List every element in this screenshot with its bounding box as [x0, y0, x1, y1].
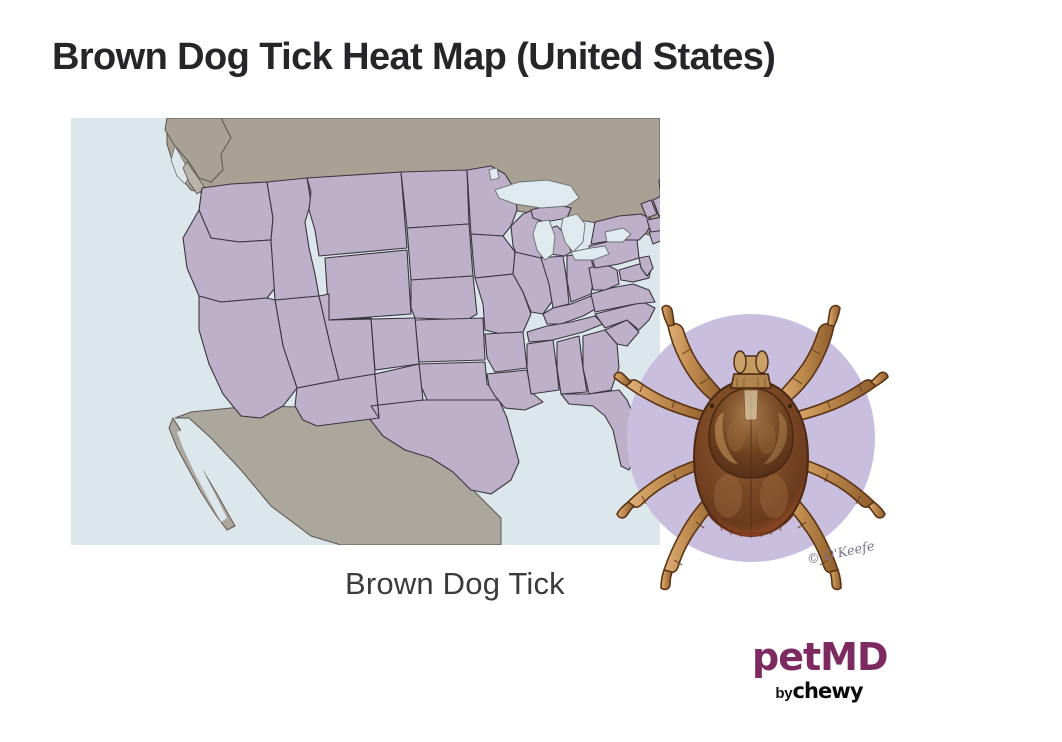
tick-scutum-highlight-right	[764, 412, 788, 464]
state-new-mexico	[370, 363, 424, 419]
leg-right-1	[777, 322, 835, 404]
tick-festoon-lines	[719, 523, 783, 538]
leg-right-3-tip	[867, 501, 886, 519]
us-states-group	[182, 165, 660, 495]
tick-illustration-svg: © O'Keefe	[613, 304, 889, 591]
country-canada-coast	[164, 118, 232, 183]
state-idaho	[266, 177, 320, 301]
tick-distribution-map: .st{fill:#beb0c8;stroke:#3a3540;stroke-w…	[71, 118, 660, 545]
lake-ontario	[604, 227, 632, 243]
leg-right-1-tip	[827, 304, 841, 327]
state-arizona	[294, 373, 380, 427]
state-virginia	[590, 283, 656, 313]
state-nebraska	[410, 275, 478, 321]
tick-legs	[613, 304, 889, 591]
state-florida	[560, 389, 638, 471]
lake-huron	[560, 213, 586, 253]
petmd-logo[interactable]: petMD bychewy	[752, 635, 889, 710]
logo-byline: bychewy	[752, 681, 886, 702]
state-mississippi	[526, 339, 560, 395]
leg-right-2-tip	[870, 371, 889, 387]
state-maine	[658, 179, 660, 194]
state-massachusetts	[646, 216, 660, 233]
state-texas	[368, 399, 520, 495]
state-kansas	[414, 317, 486, 363]
state-wyoming	[324, 249, 412, 321]
leg-left-1	[667, 322, 725, 404]
tick-scutum-highlight	[714, 412, 738, 464]
tick-palp-right	[755, 350, 769, 374]
tick-eye-right	[787, 403, 793, 409]
tick-eye-left	[709, 403, 715, 409]
leg-left-4-tip	[660, 569, 673, 591]
tick-leg-joints	[639, 348, 863, 566]
map-svg: .st{fill:#beb0c8;stroke:#3a3540;stroke-w…	[71, 118, 660, 545]
state-montana	[306, 171, 408, 257]
leg-left-2-tip	[613, 371, 632, 387]
state-new-hampshire	[652, 195, 660, 217]
leg-left-1-tip	[661, 304, 675, 327]
state-california	[198, 295, 298, 419]
page-title: Brown Dog Tick Heat Map (United States)	[52, 36, 776, 78]
logo-chewy-wordmark: chewy	[792, 679, 863, 703]
gulf-of-california	[177, 430, 227, 522]
leg-right-3	[786, 455, 875, 508]
state-south-dakota	[406, 223, 474, 281]
illustration-caption: Brown Dog Tick	[345, 566, 565, 601]
tick-illustration: © O'Keefe	[612, 288, 890, 598]
tick-palp-left	[733, 350, 747, 374]
state-arkansas	[484, 331, 528, 373]
leg-right-4-tip	[829, 569, 842, 591]
lake-erie	[570, 245, 610, 261]
state-colorado	[328, 317, 420, 371]
state-north-dakota	[400, 169, 470, 229]
leg-left-3-tip	[616, 501, 635, 519]
lake-of-the-woods	[488, 167, 500, 181]
leg-left-2	[625, 379, 715, 423]
petmd-wordmark: petMD	[752, 635, 889, 679]
leg-left-3	[627, 455, 716, 508]
state-washington	[198, 181, 274, 243]
state-minnesota	[466, 165, 518, 237]
state-alabama	[556, 335, 588, 395]
tick-capitulum-texture	[736, 378, 766, 387]
logo-by-label: by	[775, 685, 793, 702]
state-new-jersey	[638, 255, 654, 277]
leg-right-2	[787, 379, 877, 423]
lake-superior	[494, 179, 580, 209]
state-vermont	[640, 199, 658, 219]
tick-cervical-stripe	[743, 389, 759, 421]
lake-michigan	[532, 219, 556, 261]
great-lakes-group	[488, 167, 632, 261]
tick-body-mottling	[714, 420, 788, 518]
tick-festoons	[707, 513, 795, 537]
vancouver-island	[182, 161, 206, 195]
